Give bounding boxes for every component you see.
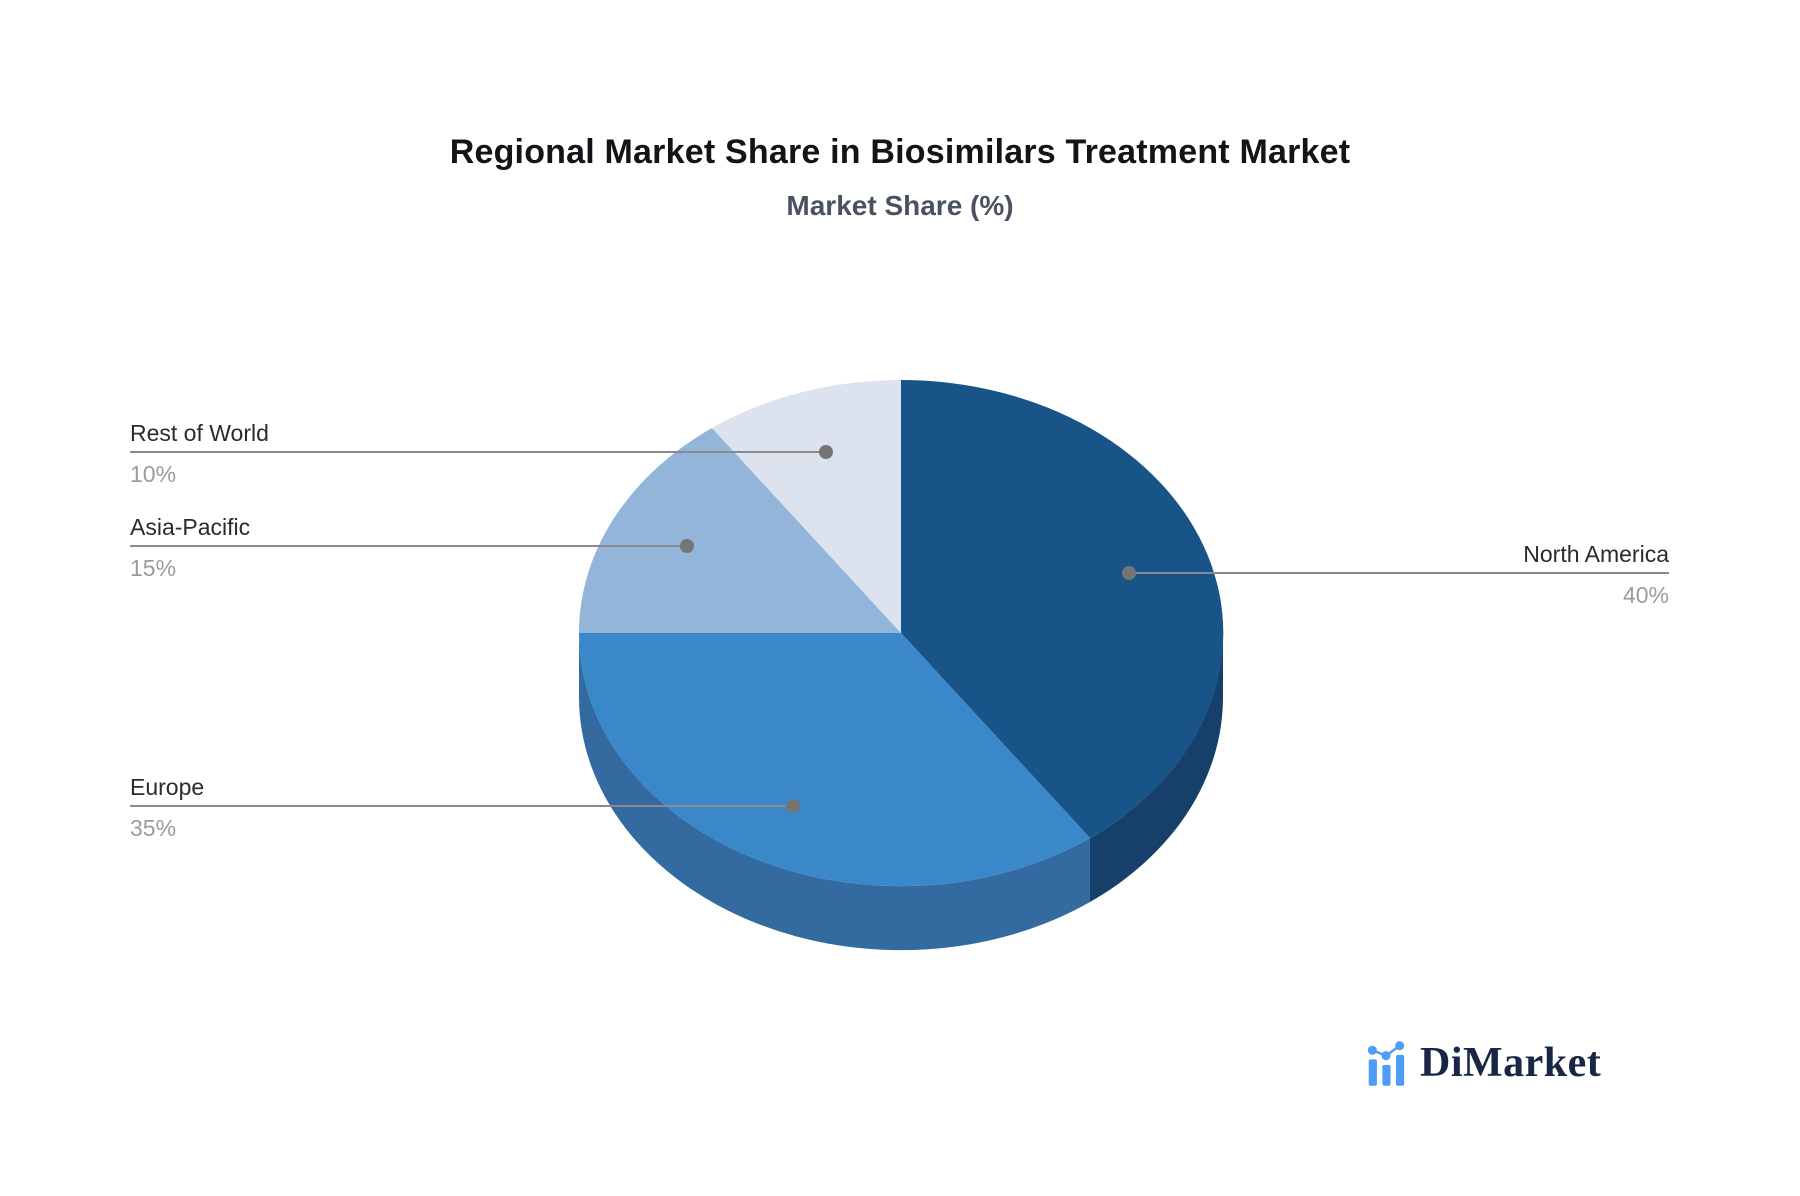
pie-side-north-america — [1090, 633, 1224, 902]
leader-dot-asia-pacific — [680, 539, 694, 553]
leader-dot-rest-of-world — [819, 445, 833, 459]
chart-title: Regional Market Share in Biosimilars Tre… — [449, 133, 1351, 171]
label-europe: Europe — [130, 774, 205, 800]
dimarket-logo: DiMarket — [1366, 1040, 1601, 1086]
label-asia-pacific: Asia-Pacific — [130, 514, 251, 540]
value-north-america: 40% — [1622, 582, 1669, 608]
label-north-america: North America — [1523, 541, 1669, 567]
leader-dot-north-america — [1122, 566, 1136, 580]
leader-lines — [130, 445, 1669, 813]
leader-dot-europe — [786, 799, 800, 813]
chart-subtitle: Market Share (%) — [786, 190, 1014, 221]
logo-wordmark: DiMarket — [1420, 1040, 1602, 1086]
pie-slices — [578, 379, 1224, 887]
pie-side-europe — [578, 633, 1090, 951]
value-rest-of-world: 10% — [130, 461, 177, 487]
value-asia-pacific: 15% — [130, 555, 177, 581]
value-europe: 35% — [130, 815, 177, 841]
bar-line-chart-icon — [1367, 1041, 1405, 1086]
pie-slice-asia-pacific — [578, 428, 901, 633]
pie-slice-europe — [578, 633, 1090, 887]
pie-3d-sides — [578, 633, 1224, 951]
label-rest-of-world: Rest of World — [130, 420, 269, 446]
pie-slice-north-america — [901, 379, 1224, 838]
pie-slice-rest-of-world — [712, 379, 901, 633]
